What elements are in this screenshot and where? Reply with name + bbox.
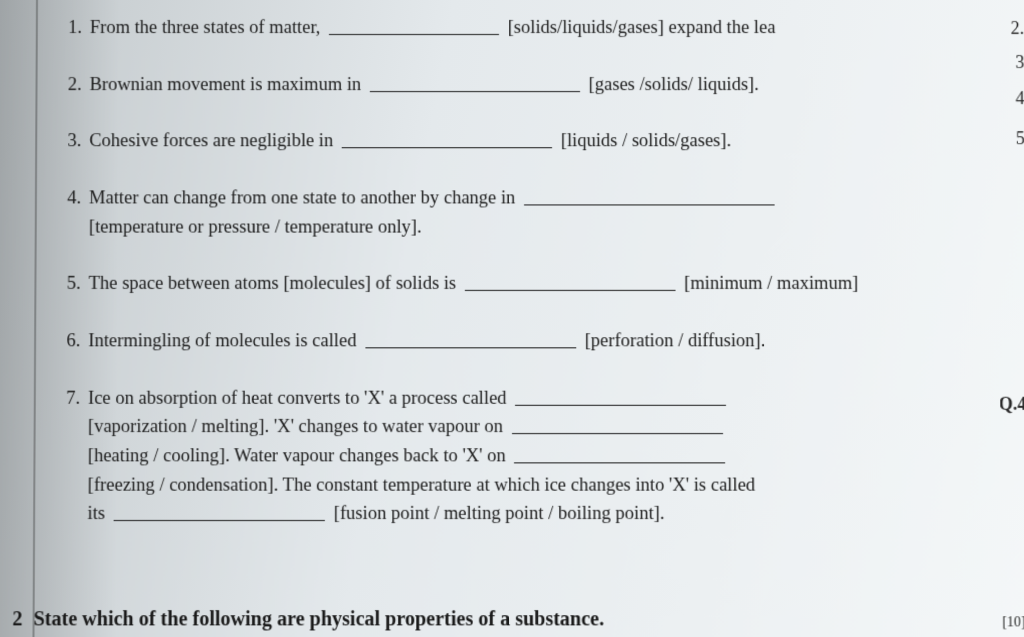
edge-num: 2. <box>1011 18 1024 39</box>
question-options: [minimum / maximum] <box>684 274 858 294</box>
fill-blank <box>370 74 580 92</box>
textbook-page: 1. From the three states of matter, [sol… <box>0 0 1024 637</box>
q7-line1-pre: Ice on absorption of heat converts to 'X… <box>88 388 507 408</box>
question-number: 3. <box>51 128 81 157</box>
question-text-pre: The space between atoms [molecules] of s… <box>89 274 457 294</box>
question-1: 1. From the three states of matter, [sol… <box>52 14 1020 43</box>
section-number: 2 <box>0 608 23 631</box>
edge-q4: Q.4 <box>999 394 1024 415</box>
fill-blank <box>114 504 325 522</box>
edge-marks: [10] <box>1002 615 1024 631</box>
question-text-pre: Intermingling of molecules is called <box>88 331 356 351</box>
question-3: 3. Cohesive forces are negligible in [li… <box>51 128 1021 157</box>
question-7: 7. Ice on absorption of heat converts to… <box>49 384 1023 529</box>
question-number: 4. <box>51 184 81 213</box>
page-edge-overflow: 2. 3 4 5 Q.4 [10] <box>998 0 1024 637</box>
question-text-pre: Cohesive forces are negligible in <box>89 132 333 152</box>
question-4: 4. Matter can change from one state to a… <box>51 184 1022 242</box>
q7-line5-pre: its <box>87 504 105 524</box>
q7-line4-pre: [freezing / condensation]. The constant … <box>88 475 756 495</box>
question-2: 2. Brownian movement is maximum in [gase… <box>51 71 1020 100</box>
fill-blank <box>365 331 576 349</box>
question-number: 7. <box>50 384 80 413</box>
edge-num: 5 <box>1016 128 1024 149</box>
fill-blank <box>515 388 726 406</box>
question-options: [gases /solids/ liquids]. <box>589 75 759 95</box>
edge-num: 4 <box>1016 88 1024 109</box>
fill-blank <box>512 417 723 435</box>
question-options: [solids/liquids/gases] expand the lea <box>508 18 776 38</box>
fill-blank <box>524 188 775 206</box>
q7-line3-pre: [heating / cooling]. Water vapour change… <box>88 446 506 466</box>
question-number: 5. <box>50 270 80 299</box>
edge-num: 3 <box>1015 52 1024 73</box>
content-area: 1. From the three states of matter, [sol… <box>49 14 1023 529</box>
question-text-pre: From the three states of matter, <box>90 18 321 38</box>
question-number: 2. <box>51 71 81 100</box>
question-options: [temperature or pressure / temperature o… <box>89 217 422 237</box>
fill-blank <box>514 446 725 464</box>
question-options: [perforation / diffusion]. <box>585 331 766 351</box>
fill-blank <box>342 131 552 149</box>
margin-rule-line <box>32 0 38 637</box>
section-title: State which of the following are physica… <box>34 608 605 630</box>
q7-line2-pre: [vaporization / melting]. 'X' changes to… <box>88 417 503 437</box>
q7-line5-post: [fusion point / melting point / boiling … <box>334 504 665 524</box>
fill-blank <box>329 17 499 35</box>
question-options: [liquids / solids/gases]. <box>561 132 731 152</box>
question-number: 1. <box>52 14 82 43</box>
question-text-pre: Matter can change from one state to anot… <box>89 188 515 208</box>
fill-blank-list: 1. From the three states of matter, [sol… <box>49 14 1023 529</box>
question-text-pre: Brownian movement is maximum in <box>90 75 362 95</box>
question-6: 6. Intermingling of molecules is called … <box>50 327 1022 356</box>
question-5: 5. The space between atoms [molecules] o… <box>50 270 1021 299</box>
section-2-heading: 2 State which of the following are physi… <box>0 608 604 631</box>
fill-blank <box>465 274 676 292</box>
question-number: 6. <box>50 327 80 356</box>
